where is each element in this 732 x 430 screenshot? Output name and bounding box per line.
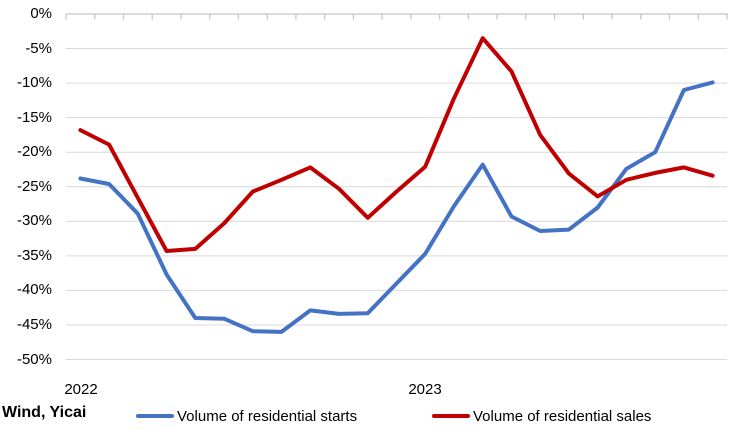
series-line-sales: [78, 36, 715, 253]
legend-item-starts: Volume of residential starts: [136, 404, 357, 428]
legend-line-starts-icon: [136, 414, 174, 418]
legend-label-sales: Volume of residential sales: [473, 407, 652, 425]
x-axis-label-2022: 2022: [64, 381, 98, 398]
legend-item-sales: Volume of residential sales: [432, 404, 651, 428]
y-axis-tick-label: -5%: [25, 39, 52, 57]
y-axis-tick-label: -20%: [16, 143, 52, 161]
x-axis-label-2023: 2023: [408, 381, 442, 398]
y-axis-tick-label: 0%: [30, 5, 52, 22]
y-axis-tick-label: -35%: [16, 246, 52, 264]
y-axis-tick-label: -50%: [16, 350, 52, 368]
legend-line-sales-icon: [432, 414, 470, 418]
y-axis-tick-label: -30%: [16, 212, 52, 230]
y-axis-tick-label: -45%: [16, 315, 52, 333]
y-axis-tick-label: -10%: [16, 74, 52, 92]
y-axis-tick-label: -15%: [16, 108, 52, 126]
y-axis-tick-label: -40%: [16, 281, 52, 299]
series-line-starts: [78, 80, 715, 334]
legend: Volume of residential starts Volume of r…: [0, 404, 732, 428]
legend-label-starts: Volume of residential starts: [177, 407, 358, 425]
y-axis-tick-label: -25%: [16, 177, 52, 195]
source-label: Wind, Yicai: [2, 404, 87, 421]
